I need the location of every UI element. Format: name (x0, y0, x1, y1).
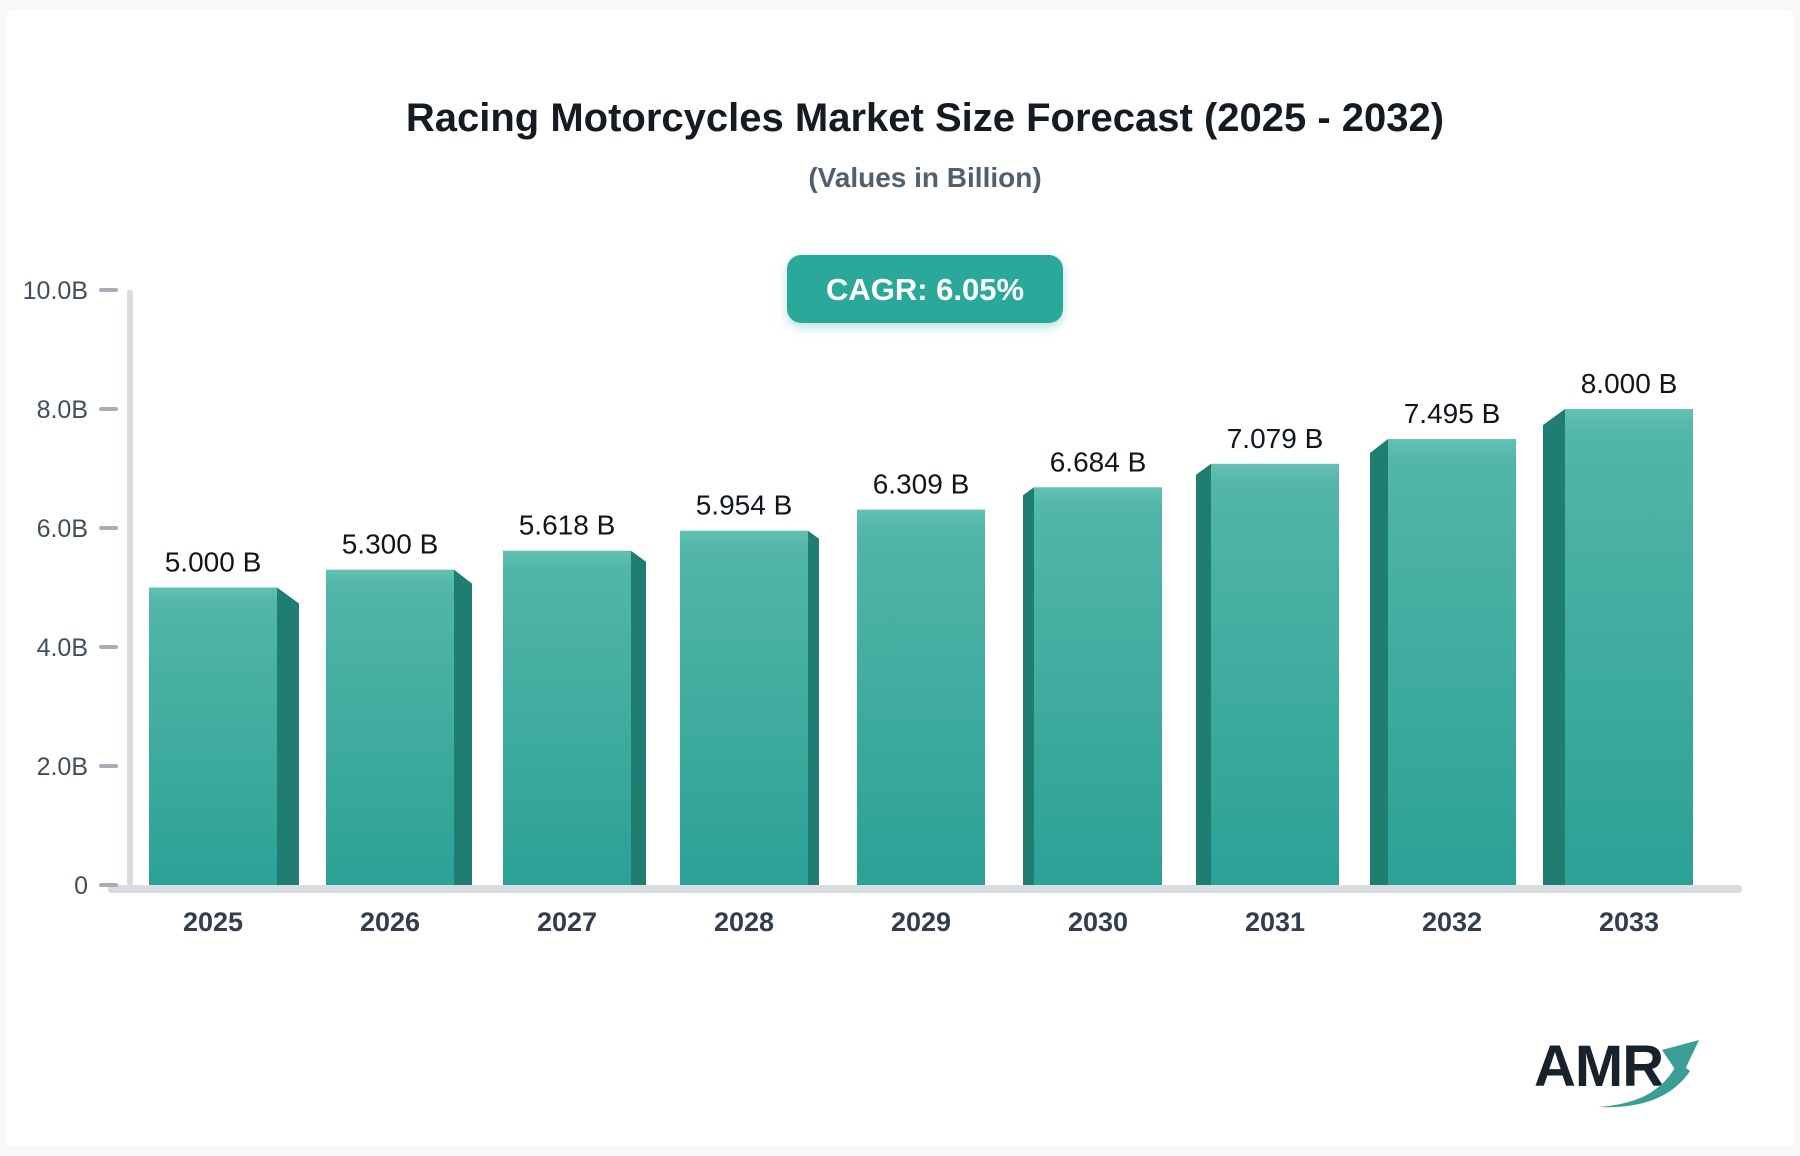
bar-2025 (149, 587, 277, 886)
y-tick-dash-10.0B (99, 288, 118, 292)
chart-subtitle: (Values in Billion) (808, 162, 1041, 193)
bar-2029 (857, 509, 985, 886)
x-axis-label-2027: 2027 (537, 907, 597, 937)
amr-logo: AMR (1534, 1034, 1699, 1108)
bar-value-label-2027: 5.618 B (519, 510, 616, 541)
bar-2030 (1034, 487, 1162, 886)
x-axis-label-2029: 2029 (891, 907, 951, 937)
bar-2026 (326, 569, 454, 886)
bar-value-label-2033: 8.000 B (1581, 368, 1678, 399)
cagr-badge: CAGR: 6.05% (787, 255, 1063, 323)
y-tick-dash-4.0B (99, 645, 118, 649)
cagr-badge-label: CAGR: 6.05% (826, 272, 1024, 307)
chart-title: Racing Motorcycles Market Size Forecast … (406, 96, 1444, 140)
y-tick-dash-2.0B (99, 764, 118, 768)
bar-side-face-2033 (1543, 409, 1565, 886)
x-axis-label-2033: 2033 (1599, 907, 1659, 937)
x-axis-baseline (108, 885, 1742, 893)
bar-side-face-2025 (277, 587, 299, 886)
x-axis-label-2032: 2032 (1422, 907, 1482, 937)
y-tick-label-4.0B: 4.0B (37, 634, 88, 662)
bar-side-face-2026 (454, 569, 472, 886)
y-axis-line (127, 290, 133, 885)
y-tick-dash-6.0B (99, 526, 118, 530)
bar-side-face-2030 (1023, 487, 1034, 886)
x-axis-label-2030: 2030 (1068, 907, 1128, 937)
x-axis-label-2028: 2028 (714, 907, 774, 937)
bar-value-label-2031: 7.079 B (1227, 423, 1324, 454)
bar-value-label-2030: 6.684 B (1050, 446, 1147, 477)
x-axis-label-2026: 2026 (360, 907, 420, 937)
amr-logo-arrowhead-icon (1662, 1040, 1699, 1078)
bar-2028 (680, 530, 808, 886)
y-tick-label-10.0B: 10.0B (23, 277, 88, 305)
y-tick-label-0: 0 (74, 872, 88, 900)
bar-side-face-2027 (631, 550, 646, 886)
y-tick-dash-8.0B (99, 407, 118, 411)
bar-value-label-2026: 5.300 B (342, 529, 439, 560)
bar-2027 (503, 550, 631, 886)
bar-side-face-2032 (1370, 439, 1388, 886)
y-tick-label-8.0B: 8.0B (37, 396, 88, 424)
bar-2032 (1388, 439, 1516, 886)
bar-side-face-2031 (1196, 463, 1211, 886)
bar-value-label-2025: 5.000 B (165, 547, 262, 578)
bar-value-label-2032: 7.495 B (1404, 398, 1501, 429)
x-axis-label-2031: 2031 (1245, 907, 1305, 937)
y-tick-label-6.0B: 6.0B (37, 515, 88, 543)
chart-header: Racing Motorcycles Market Size Forecast … (406, 96, 1444, 323)
bar-side-face-2028 (808, 530, 819, 886)
bar-2033 (1565, 409, 1693, 886)
bar-value-label-2028: 5.954 B (696, 490, 793, 521)
y-tick-dash-0 (99, 883, 118, 887)
bar-2031 (1211, 463, 1339, 886)
plot-area: 5.000 B 2025 5.300 B 2026 5.618 B 2027 5.954 B… (23, 277, 1742, 937)
bar-value-label-2029: 6.309 B (873, 469, 970, 500)
y-tick-label-2.0B: 2.0B (37, 753, 88, 781)
x-axis-label-2025: 2025 (183, 907, 243, 937)
amr-logo-text: AMR (1534, 1034, 1663, 1099)
cagr-badge-background (787, 255, 1063, 323)
